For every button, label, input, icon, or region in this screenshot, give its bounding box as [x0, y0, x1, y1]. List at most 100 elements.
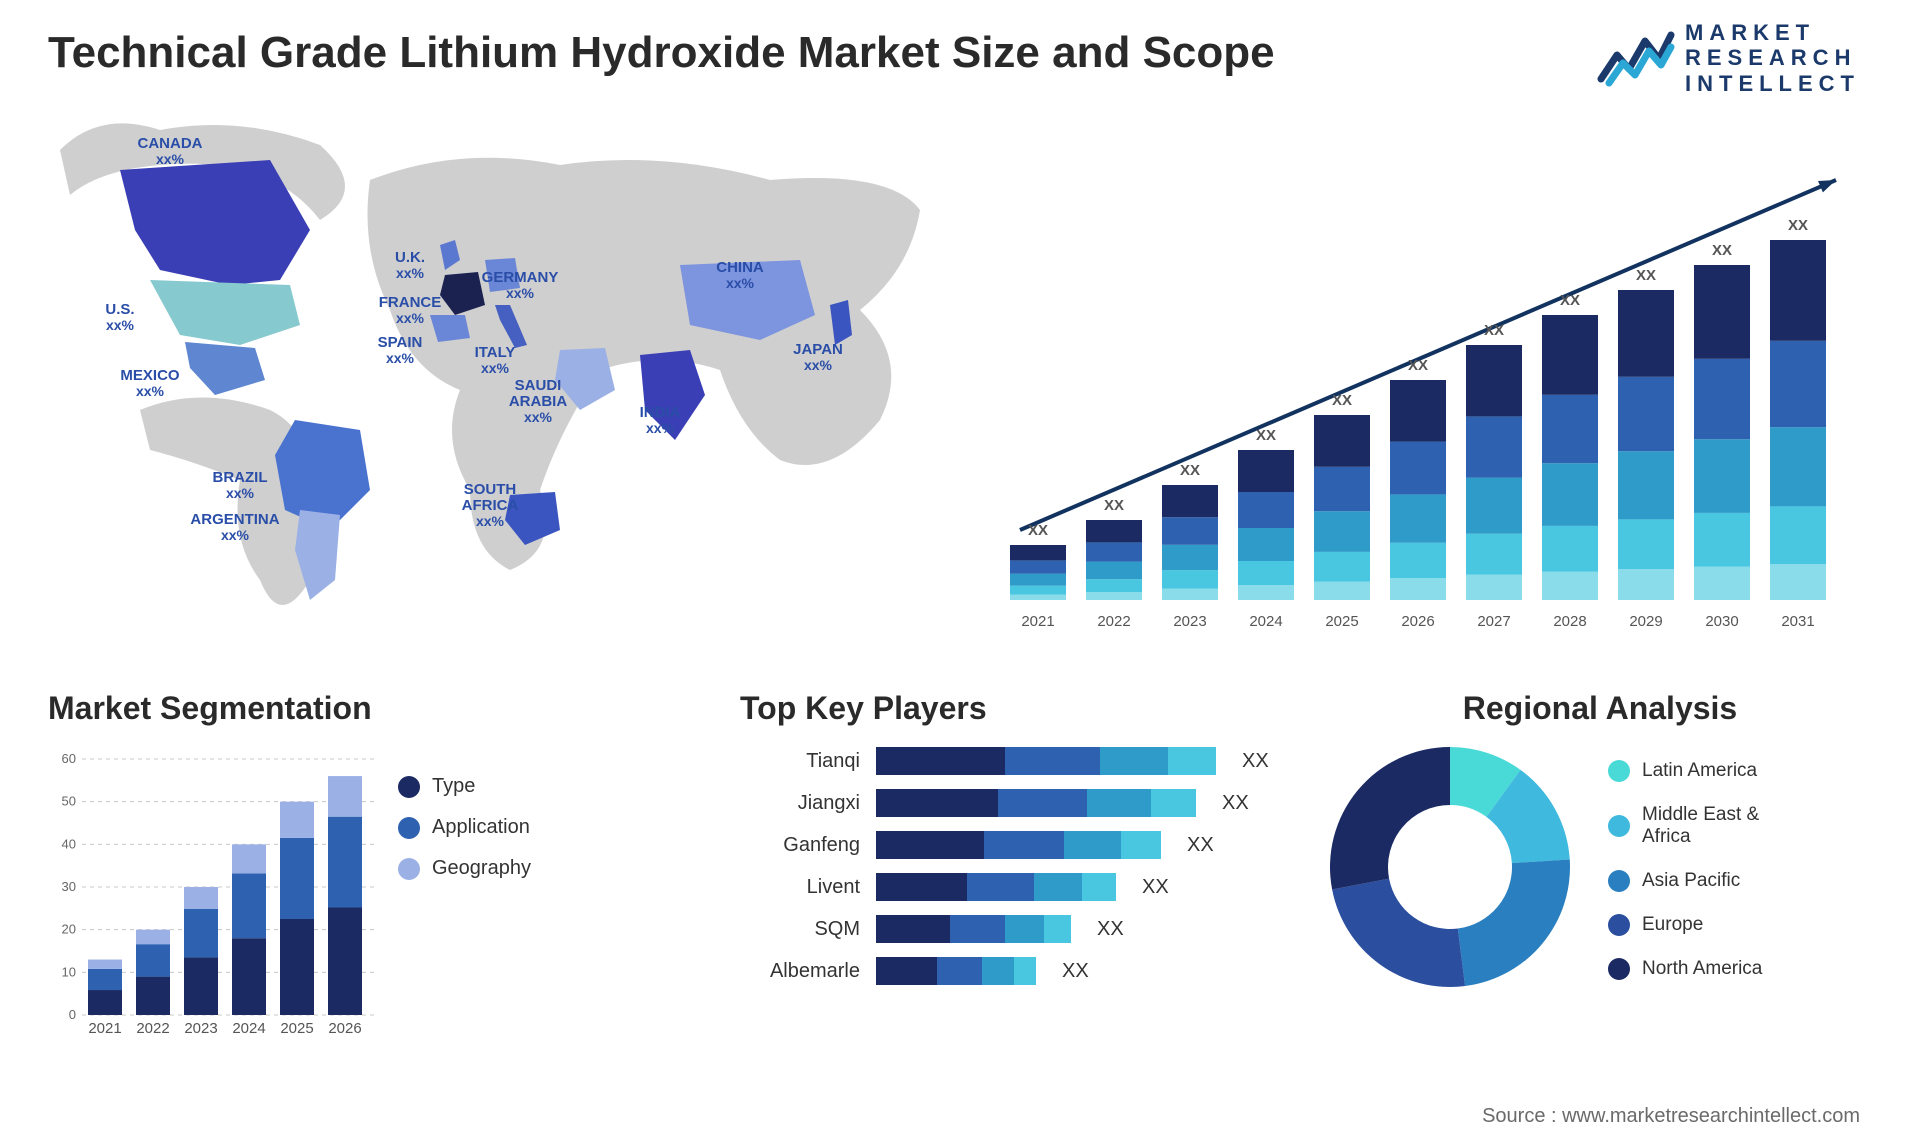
legend-item: Geography — [398, 857, 531, 880]
player-value: XX — [1062, 960, 1089, 983]
seg-bar-seg — [88, 990, 122, 1015]
player-bar-seg — [967, 873, 1034, 901]
segmentation-legend: TypeApplicationGeography — [398, 745, 531, 880]
player-bar-seg — [1168, 747, 1216, 775]
player-bar-seg — [1087, 789, 1151, 817]
source-attribution: Source : www.marketresearchintellect.com — [1482, 1105, 1860, 1128]
forecast-bar-seg — [1542, 395, 1598, 463]
forecast-bar-seg — [1238, 450, 1294, 492]
seg-bar-seg — [184, 887, 218, 909]
map-label: U.S.xx% — [105, 302, 134, 332]
map-label: ITALYxx% — [475, 345, 516, 375]
regional-section: Regional Analysis Latin AmericaMiddle Ea… — [1320, 690, 1880, 997]
segmentation-section: Market Segmentation 01020304050602021202… — [48, 690, 608, 1045]
svg-text:XX: XX — [1408, 357, 1428, 374]
svg-text:30: 30 — [62, 879, 76, 894]
player-name: Ganfeng — [740, 834, 860, 857]
map-label: GERMANYxx% — [482, 270, 559, 300]
svg-text:2024: 2024 — [232, 1020, 265, 1037]
svg-text:XX: XX — [1332, 392, 1352, 409]
forecast-bar-seg — [1010, 574, 1066, 586]
map-label: ARGENTINAxx% — [190, 512, 279, 542]
svg-text:2027: 2027 — [1477, 613, 1510, 630]
donut-slice — [1332, 879, 1465, 987]
map-label: SOUTHAFRICAxx% — [462, 482, 519, 528]
svg-text:2031: 2031 — [1781, 613, 1814, 630]
player-bar-seg — [998, 789, 1088, 817]
forecast-bar-seg — [1694, 265, 1750, 359]
legend-item: Europe — [1608, 914, 1812, 936]
map-label: BRAZILxx% — [213, 470, 268, 500]
legend-swatch — [1608, 958, 1630, 980]
player-row: LiventXX — [740, 873, 1300, 901]
player-bar-seg — [876, 747, 1005, 775]
player-row: TianqiXX — [740, 747, 1300, 775]
map-label: U.K.xx% — [395, 250, 425, 280]
map-label: INDIAxx% — [640, 405, 681, 435]
player-value: XX — [1187, 834, 1214, 857]
legend-label: Geography — [432, 857, 531, 880]
country-usa — [150, 280, 300, 345]
player-bar — [876, 873, 1116, 901]
player-bar-seg — [937, 957, 982, 985]
legend-swatch — [1608, 914, 1630, 936]
legend-item: Asia Pacific — [1608, 870, 1812, 892]
forecast-bar-seg — [1618, 290, 1674, 377]
forecast-bar-seg — [1162, 485, 1218, 517]
forecast-bar-seg — [1238, 528, 1294, 561]
forecast-bar-seg — [1162, 517, 1218, 545]
svg-text:50: 50 — [62, 794, 76, 809]
svg-text:10: 10 — [62, 964, 76, 979]
player-name: SQM — [740, 918, 860, 941]
forecast-bar-seg — [1238, 585, 1294, 600]
svg-text:2029: 2029 — [1629, 613, 1662, 630]
forecast-bar-seg — [1162, 570, 1218, 588]
player-bar-seg — [1005, 747, 1100, 775]
seg-bar-seg — [136, 930, 170, 945]
player-bar — [876, 789, 1196, 817]
svg-text:2022: 2022 — [1097, 613, 1130, 630]
legend-swatch — [398, 858, 420, 880]
forecast-bar-seg — [1086, 579, 1142, 592]
brand-mark-icon — [1597, 25, 1675, 91]
forecast-bar-seg — [1390, 578, 1446, 600]
forecast-chart: XX2021XX2022XX2023XX2024XX2025XX2026XX20… — [990, 150, 1860, 640]
forecast-bar-seg — [1542, 315, 1598, 395]
player-bar-seg — [1151, 789, 1196, 817]
legend-label: Asia Pacific — [1642, 870, 1740, 892]
player-value: XX — [1242, 750, 1269, 773]
svg-text:20: 20 — [62, 922, 76, 937]
svg-text:2025: 2025 — [280, 1020, 313, 1037]
player-bar — [876, 747, 1216, 775]
forecast-bar-seg — [1010, 560, 1066, 573]
svg-text:XX: XX — [1560, 292, 1580, 309]
forecast-bar-seg — [1618, 569, 1674, 600]
svg-text:60: 60 — [62, 751, 76, 766]
forecast-bar-seg — [1694, 439, 1750, 513]
forecast-bar-seg — [1314, 467, 1370, 511]
forecast-bar-seg — [1086, 592, 1142, 600]
player-bar-seg — [1121, 831, 1161, 859]
forecast-bar-seg — [1466, 534, 1522, 575]
svg-text:2021: 2021 — [1021, 613, 1054, 630]
seg-bar-seg — [280, 919, 314, 1015]
svg-text:XX: XX — [1180, 462, 1200, 479]
segmentation-chart: 0102030405060202120222023202420252026 — [48, 745, 378, 1045]
player-bar-seg — [984, 831, 1064, 859]
forecast-bar-seg — [1542, 526, 1598, 572]
svg-text:XX: XX — [1636, 267, 1656, 284]
forecast-bar-seg — [1390, 543, 1446, 578]
seg-bar-seg — [280, 802, 314, 838]
brand-line1: MARKET — [1685, 20, 1860, 45]
svg-text:2025: 2025 — [1325, 613, 1358, 630]
forecast-bar-seg — [1314, 415, 1370, 467]
player-name: Livent — [740, 876, 860, 899]
regional-title: Regional Analysis — [1320, 690, 1880, 727]
segmentation-title: Market Segmentation — [48, 690, 608, 727]
player-row: Ganfeng XX — [740, 831, 1300, 859]
player-bar-seg — [1034, 873, 1082, 901]
svg-text:2022: 2022 — [136, 1020, 169, 1037]
forecast-bar-seg — [1770, 240, 1826, 341]
svg-text:2021: 2021 — [88, 1020, 121, 1037]
forecast-bar-seg — [1314, 582, 1370, 601]
